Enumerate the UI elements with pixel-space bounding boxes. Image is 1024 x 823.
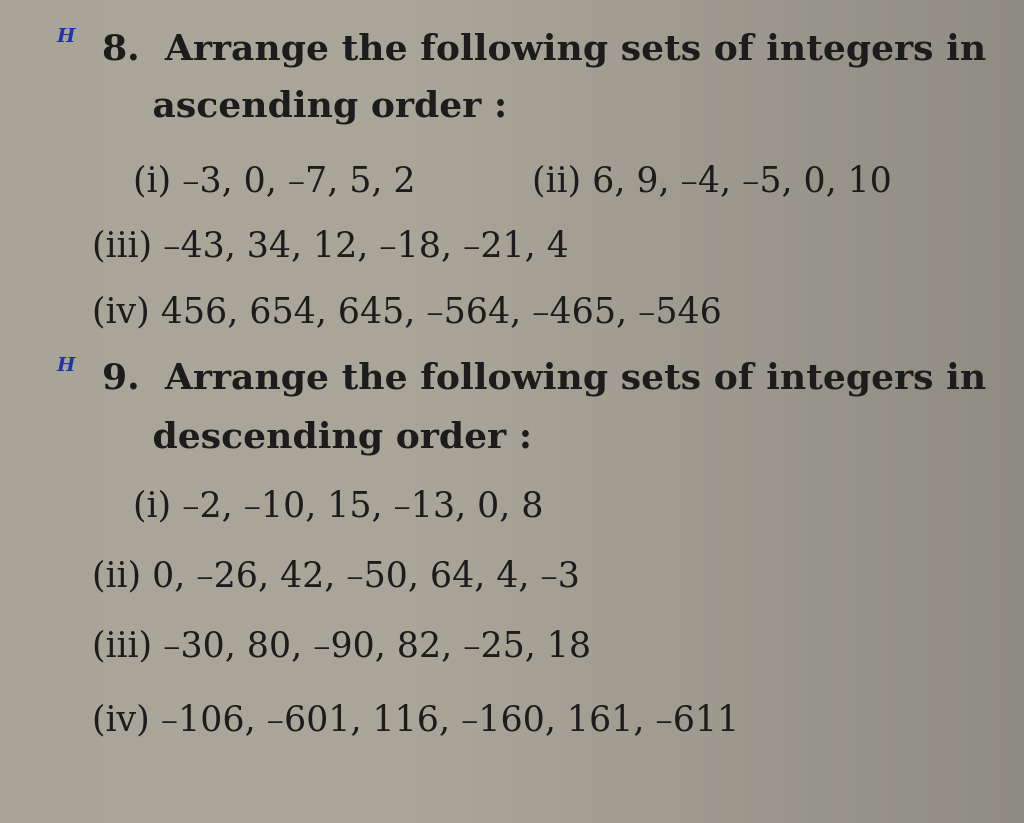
Text: descending order :: descending order : (102, 421, 532, 455)
Text: (ii) 0, –26, 42, –50, 64, 4, –3: (ii) 0, –26, 42, –50, 64, 4, –3 (92, 559, 580, 593)
Text: (i) –3, 0, –7, 5, 2: (i) –3, 0, –7, 5, 2 (133, 164, 416, 198)
Text: (ii) 6, 9, –4, –5, 0, 10: (ii) 6, 9, –4, –5, 0, 10 (532, 164, 892, 198)
Text: 8.  Arrange the following sets of integers in: 8. Arrange the following sets of integer… (102, 32, 987, 67)
Text: (iv) –106, –601, 116, –160, 161, –611: (iv) –106, –601, 116, –160, 161, –611 (92, 703, 739, 737)
Text: (iv) 456, 654, 645, –564, –465, –546: (iv) 456, 654, 645, –564, –465, –546 (92, 295, 722, 330)
Text: (i) –2, –10, 15, –13, 0, 8: (i) –2, –10, 15, –13, 0, 8 (133, 489, 544, 523)
Text: 9.  Arrange the following sets of integers in: 9. Arrange the following sets of integer… (102, 361, 987, 396)
Text: (iii) –30, 80, –90, 82, –25, 18: (iii) –30, 80, –90, 82, –25, 18 (92, 629, 591, 663)
Text: H: H (56, 357, 75, 375)
Text: H: H (56, 28, 75, 46)
Text: (iii) –43, 34, 12, –18, –21, 4: (iii) –43, 34, 12, –18, –21, 4 (92, 230, 569, 264)
Text: ascending order :: ascending order : (102, 90, 508, 124)
